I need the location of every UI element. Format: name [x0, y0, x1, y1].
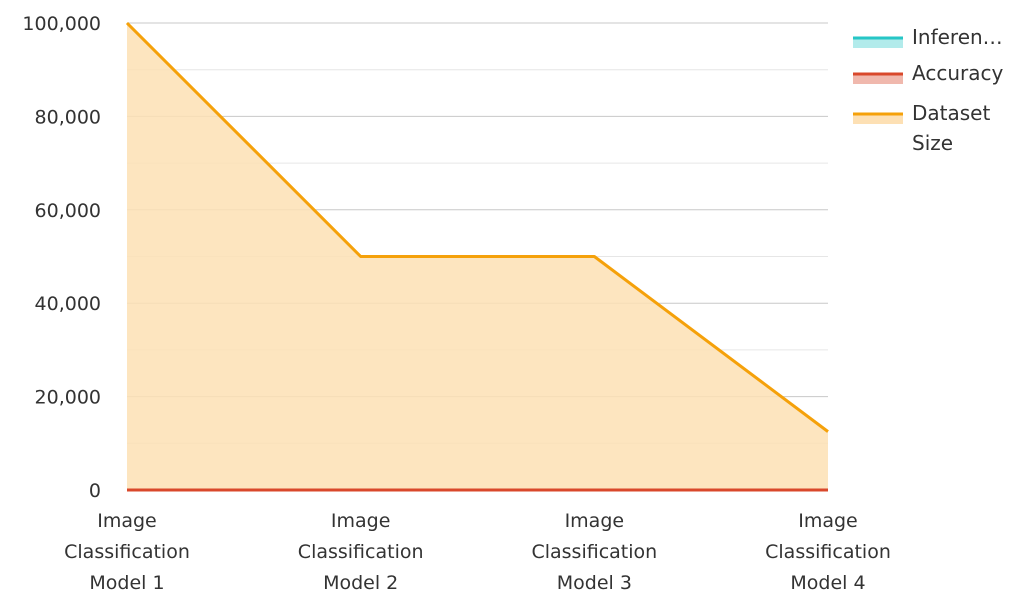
y-tick-label: 80,000 — [35, 106, 101, 128]
legend-swatch-fill — [853, 74, 903, 84]
x-tick-label: Image Classification Model 3 — [531, 510, 657, 594]
x-tick-label: Image Classification Model 2 — [298, 510, 424, 594]
series-lines — [125, 21, 829, 492]
legend-label[interactable]: Dataset Size — [912, 101, 990, 155]
legend-swatch-fill — [853, 38, 903, 48]
legend-label[interactable]: Accuracy — [912, 61, 1003, 85]
y-tick-label: 60,000 — [35, 200, 101, 222]
y-axis-tick-labels: 0 20,000 40,000 60,000 80,000 100,000 — [22, 13, 101, 502]
legend-label[interactable]: Inferen… — [912, 25, 1003, 49]
y-tick-label: 100,000 — [22, 13, 101, 35]
legend: Inferen… Accuracy Dataset Size — [853, 25, 1003, 155]
legend-swatch-fill — [853, 114, 903, 124]
x-axis-tick-labels: Image Classification Model 1 Image Classific… — [64, 510, 891, 594]
y-tick-label: 20,000 — [35, 387, 101, 409]
x-tick-label: Image Classification Model 4 — [765, 510, 891, 594]
series-line-3[interactable] — [125, 21, 829, 433]
x-tick-label: Image Classification Model 1 — [64, 510, 190, 594]
y-tick-label: 40,000 — [35, 293, 101, 315]
y-tick-label: 0 — [89, 480, 101, 502]
